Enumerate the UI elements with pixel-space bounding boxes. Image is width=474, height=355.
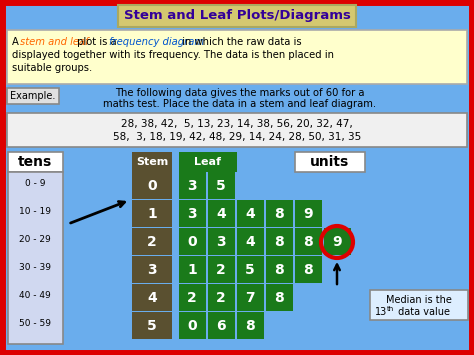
Text: 2: 2 [147,235,157,249]
Text: th: th [387,306,394,312]
Text: 8: 8 [274,291,284,305]
Text: 2: 2 [216,263,226,277]
Text: 8: 8 [303,263,313,277]
Text: 9: 9 [303,207,313,221]
FancyBboxPatch shape [295,152,365,172]
Text: Median is the: Median is the [386,295,452,305]
Text: in which the raw data is: in which the raw data is [179,37,301,47]
Text: The following data gives the marks out of 60 for a: The following data gives the marks out o… [115,88,365,98]
Text: Stem and Leaf Plots/Diagrams: Stem and Leaf Plots/Diagrams [124,10,350,22]
Text: 28, 38, 42,  5, 13, 23, 14, 38, 56, 20, 32, 47,: 28, 38, 42, 5, 13, 23, 14, 38, 56, 20, 3… [121,119,353,129]
Text: 50 - 59: 50 - 59 [19,320,51,328]
Text: 58,  3, 18, 19, 42, 48, 29, 14, 24, 28, 50, 31, 35: 58, 3, 18, 19, 42, 48, 29, 14, 24, 28, 5… [113,132,361,142]
Text: stem and leaf: stem and leaf [20,37,89,47]
FancyBboxPatch shape [237,256,264,283]
FancyBboxPatch shape [132,228,172,255]
FancyBboxPatch shape [132,172,172,199]
Text: 8: 8 [303,235,313,249]
FancyBboxPatch shape [132,312,172,339]
Text: 1: 1 [147,207,157,221]
FancyBboxPatch shape [208,228,235,255]
Text: 4: 4 [216,207,226,221]
FancyBboxPatch shape [179,256,206,283]
Text: 3: 3 [187,179,197,193]
Text: 3: 3 [216,235,226,249]
Text: Leaf: Leaf [194,157,221,167]
FancyBboxPatch shape [132,256,172,283]
FancyBboxPatch shape [7,113,467,147]
FancyBboxPatch shape [179,172,206,199]
Text: 8: 8 [274,207,284,221]
Text: 2: 2 [187,291,197,305]
Text: 20 - 29: 20 - 29 [19,235,51,245]
FancyBboxPatch shape [237,200,264,227]
Text: 8: 8 [274,235,284,249]
Text: 0: 0 [187,235,197,249]
Text: 10 - 19: 10 - 19 [19,208,51,217]
FancyBboxPatch shape [179,228,206,255]
Text: tens: tens [18,155,52,169]
FancyBboxPatch shape [266,284,293,311]
FancyBboxPatch shape [7,88,59,104]
Text: 5: 5 [216,179,226,193]
FancyBboxPatch shape [266,200,293,227]
FancyBboxPatch shape [132,152,172,172]
Text: 9: 9 [332,235,342,249]
Text: A: A [12,37,22,47]
Text: 3: 3 [147,263,157,277]
FancyBboxPatch shape [208,312,235,339]
FancyBboxPatch shape [132,284,172,311]
FancyBboxPatch shape [266,228,293,255]
FancyBboxPatch shape [7,30,467,84]
Text: 8: 8 [274,263,284,277]
FancyBboxPatch shape [179,152,237,172]
FancyBboxPatch shape [118,5,356,27]
Text: 13: 13 [375,307,387,317]
FancyBboxPatch shape [208,284,235,311]
FancyBboxPatch shape [179,284,206,311]
FancyBboxPatch shape [208,200,235,227]
Text: 4: 4 [245,207,255,221]
Text: data value: data value [395,307,450,317]
Text: 6: 6 [216,319,226,333]
Text: units: units [310,155,350,169]
Text: frequency diagram: frequency diagram [109,37,204,47]
Text: plot is a: plot is a [74,37,120,47]
Text: 0: 0 [147,179,157,193]
Text: 5: 5 [245,263,255,277]
FancyBboxPatch shape [295,228,322,255]
FancyBboxPatch shape [179,200,206,227]
Text: 2: 2 [216,291,226,305]
Text: 7: 7 [245,291,255,305]
Text: 0: 0 [187,319,197,333]
Text: 3: 3 [187,207,197,221]
Text: 40 - 49: 40 - 49 [19,291,51,300]
Text: 4: 4 [147,291,157,305]
FancyBboxPatch shape [237,228,264,255]
FancyBboxPatch shape [179,312,206,339]
Text: maths test. Place the data in a stem and leaf diagram.: maths test. Place the data in a stem and… [103,99,376,109]
Text: 5: 5 [147,319,157,333]
Text: suitable groups.: suitable groups. [12,63,92,73]
FancyBboxPatch shape [8,152,63,172]
Text: 8: 8 [245,319,255,333]
FancyBboxPatch shape [132,200,172,227]
FancyBboxPatch shape [324,228,351,255]
FancyBboxPatch shape [208,172,235,199]
FancyBboxPatch shape [370,290,468,320]
Text: 0 - 9: 0 - 9 [25,180,45,189]
Text: 30 - 39: 30 - 39 [19,263,51,273]
FancyBboxPatch shape [8,172,63,344]
FancyBboxPatch shape [208,256,235,283]
Text: Stem: Stem [136,157,168,167]
Text: displayed together with its frequency. The data is then placed in: displayed together with its frequency. T… [12,50,334,60]
FancyBboxPatch shape [295,200,322,227]
Text: 4: 4 [245,235,255,249]
FancyBboxPatch shape [237,312,264,339]
FancyBboxPatch shape [266,256,293,283]
Text: Example.: Example. [10,91,55,101]
FancyBboxPatch shape [295,256,322,283]
FancyBboxPatch shape [237,284,264,311]
Text: 1: 1 [187,263,197,277]
